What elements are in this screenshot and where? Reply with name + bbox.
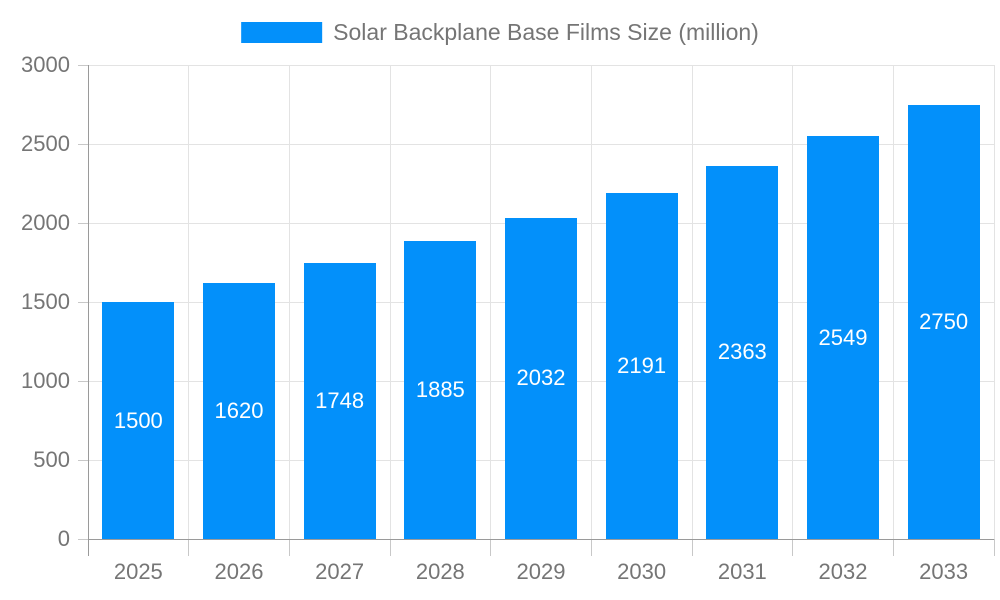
y-tick-label: 500 bbox=[33, 447, 70, 472]
v-gridline bbox=[590, 65, 592, 539]
bar[interactable]: 2363 bbox=[706, 165, 779, 539]
bar-value-label: 1748 bbox=[315, 387, 365, 413]
y-axis-tick bbox=[78, 64, 88, 66]
y-tick-label: 0 bbox=[57, 526, 70, 551]
x-axis-tick bbox=[389, 539, 391, 556]
bar-value-label: 2191 bbox=[617, 352, 667, 378]
bar[interactable]: 2032 bbox=[505, 217, 577, 539]
y-axis-tick bbox=[78, 301, 88, 303]
x-tick-label: 2033 bbox=[919, 559, 969, 584]
bar[interactable]: 1885 bbox=[404, 241, 477, 539]
x-axis-tick bbox=[792, 539, 794, 556]
v-gridline bbox=[892, 65, 894, 539]
bar-value-label: 2549 bbox=[818, 324, 868, 350]
y-axis-tick bbox=[78, 222, 88, 224]
legend-swatch bbox=[241, 22, 323, 43]
bar[interactable]: 1620 bbox=[203, 283, 275, 539]
x-axis-tick bbox=[892, 539, 894, 556]
y-tick-label: 2000 bbox=[21, 210, 70, 235]
bar[interactable]: 2549 bbox=[807, 136, 879, 539]
x-tick-label: 2031 bbox=[717, 559, 767, 584]
bar-value-label: 2363 bbox=[717, 339, 767, 365]
x-tick-label: 2032 bbox=[818, 559, 868, 584]
bar-value-label: 1500 bbox=[113, 407, 163, 433]
v-gridline bbox=[993, 65, 995, 539]
bar-value-label: 1885 bbox=[415, 377, 465, 403]
x-tick-label: 2029 bbox=[516, 559, 566, 584]
x-tick-label: 2026 bbox=[214, 559, 264, 584]
x-axis-tick bbox=[590, 539, 592, 556]
x-axis-tick bbox=[993, 539, 995, 556]
y-axis-tick bbox=[78, 538, 88, 540]
y-axis-tick bbox=[78, 380, 88, 382]
bar[interactable]: 1500 bbox=[102, 302, 175, 539]
bar[interactable]: 1748 bbox=[303, 262, 376, 539]
v-gridline bbox=[188, 65, 190, 539]
x-axis-tick bbox=[490, 539, 492, 556]
y-tick-label: 3000 bbox=[21, 52, 70, 77]
v-gridline bbox=[691, 65, 693, 539]
x-axis-tick bbox=[188, 539, 190, 556]
y-tick-label: 1500 bbox=[21, 289, 70, 314]
bar-value-label: 1620 bbox=[214, 398, 264, 423]
v-gridline bbox=[288, 65, 290, 539]
x-tick-label: 2025 bbox=[113, 559, 163, 584]
legend-label: Solar Backplane Base Films Size (million… bbox=[333, 19, 759, 45]
v-gridline bbox=[792, 65, 794, 539]
h-gridline bbox=[88, 64, 994, 66]
bar-value-label: 2032 bbox=[516, 365, 566, 391]
v-gridline bbox=[389, 65, 391, 539]
h-gridline bbox=[88, 143, 994, 145]
v-gridline bbox=[490, 65, 492, 539]
x-tick-label: 2030 bbox=[617, 559, 667, 584]
y-tick-label: 2500 bbox=[21, 131, 70, 156]
x-axis-line bbox=[88, 538, 994, 540]
y-axis-tick bbox=[78, 143, 88, 145]
bar-value-label: 2750 bbox=[919, 308, 969, 334]
y-axis-line bbox=[87, 65, 89, 556]
x-axis-tick bbox=[691, 539, 693, 556]
x-axis-tick bbox=[288, 539, 290, 556]
chart-legend[interactable]: Solar Backplane Base Films Size (million… bbox=[241, 20, 759, 45]
x-tick-label: 2028 bbox=[415, 559, 465, 584]
bar[interactable]: 2191 bbox=[605, 192, 678, 539]
bar[interactable]: 2750 bbox=[907, 104, 980, 539]
x-tick-label: 2027 bbox=[315, 559, 365, 584]
y-tick-label: 1000 bbox=[21, 368, 70, 393]
y-axis-tick bbox=[78, 459, 88, 461]
